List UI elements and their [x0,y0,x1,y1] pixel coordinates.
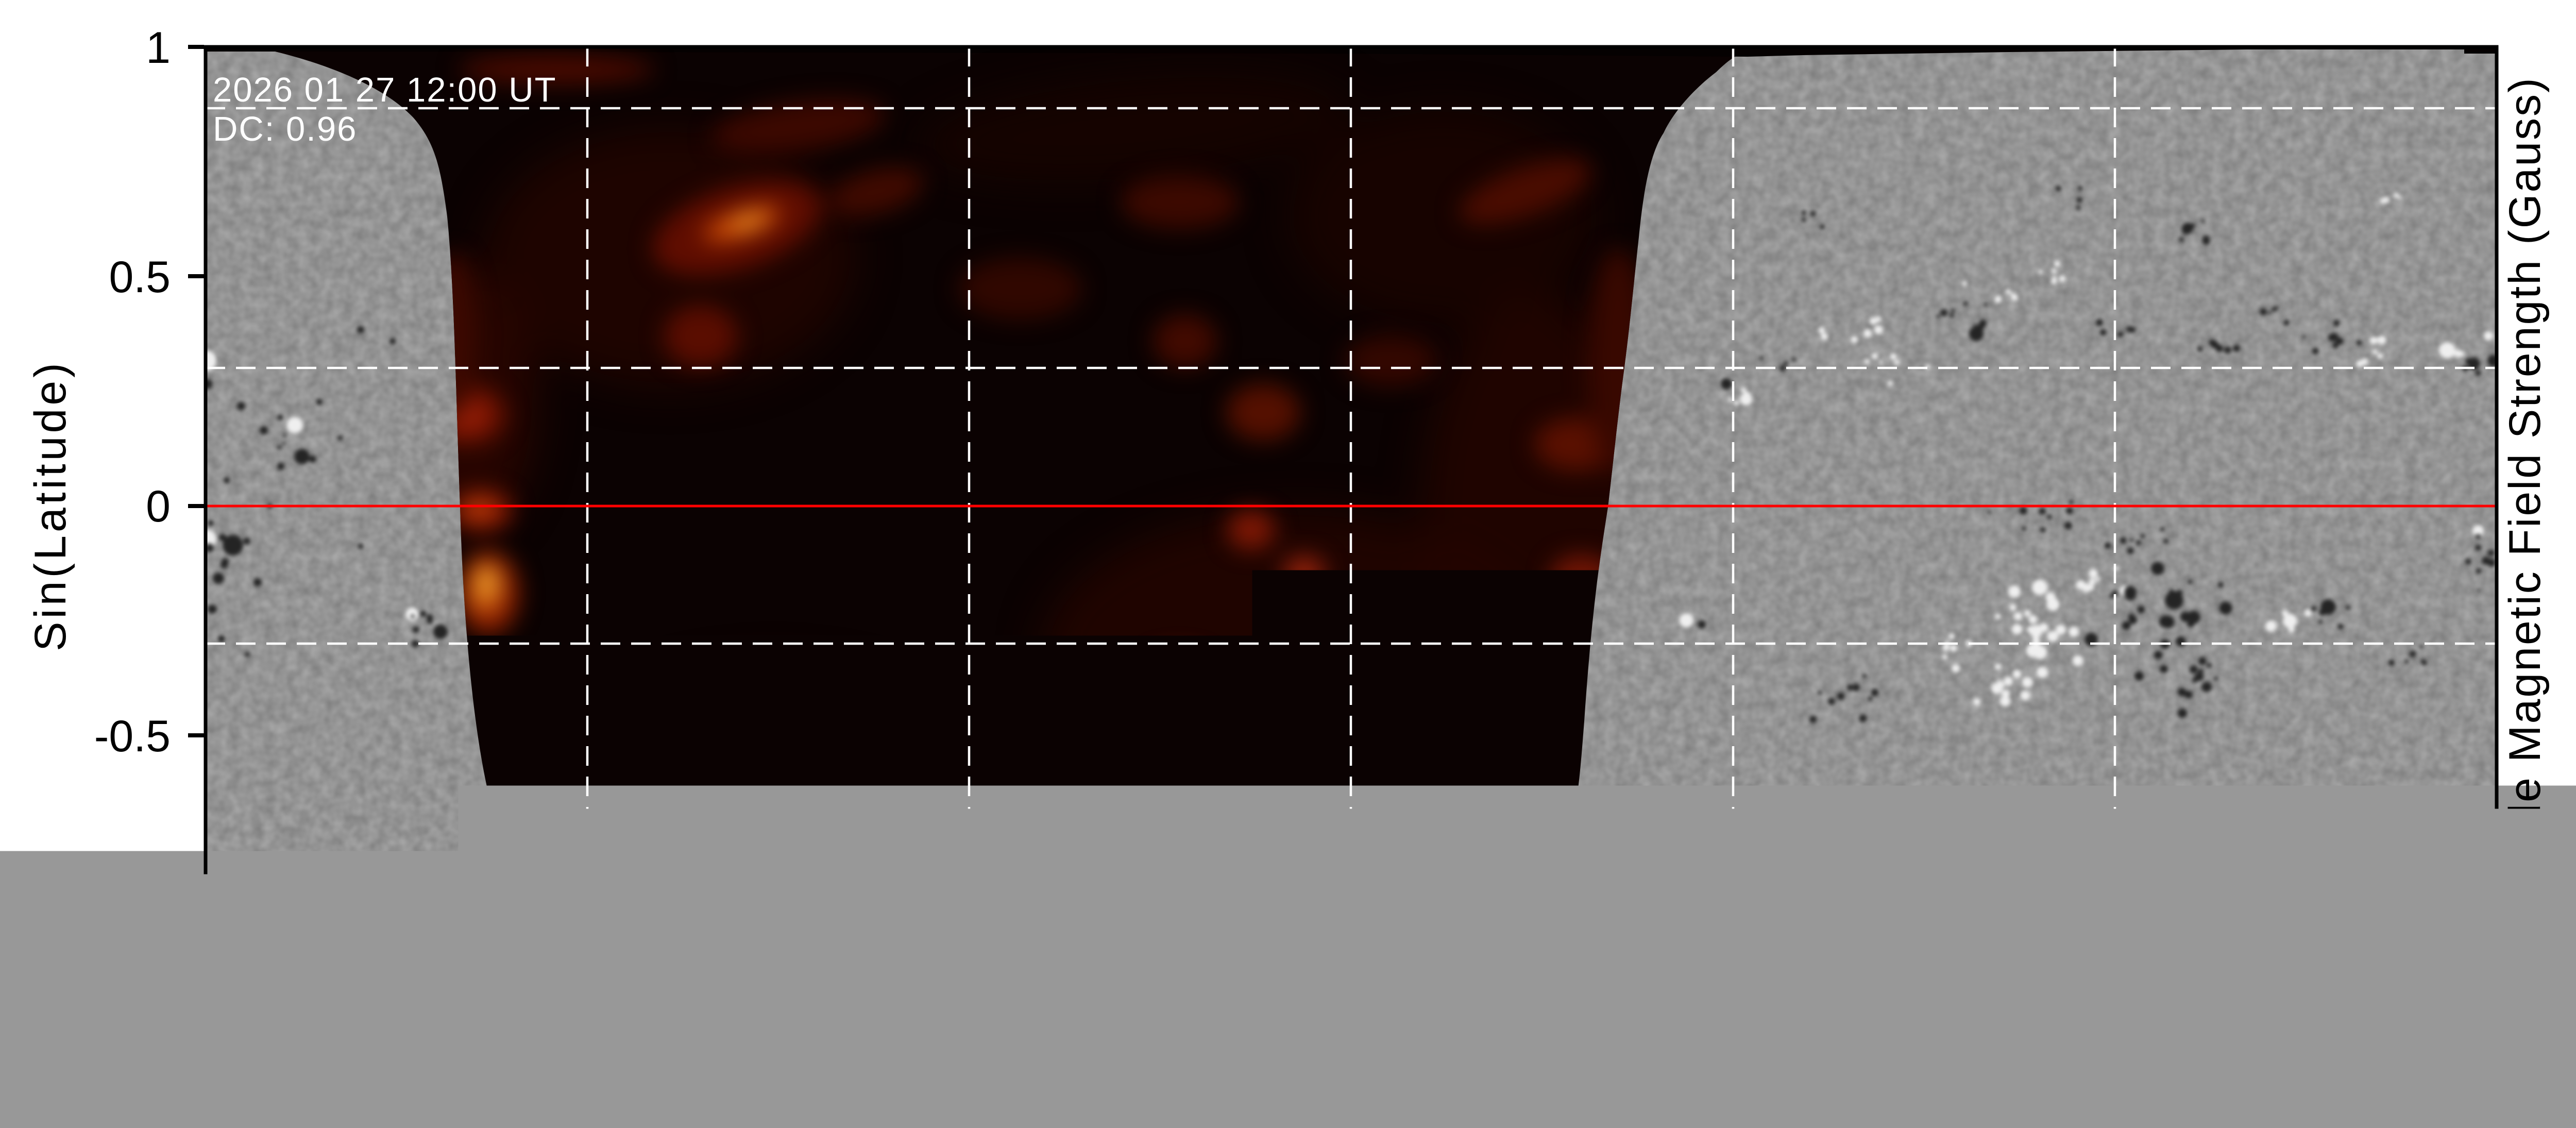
svg-text:240: 240 [1696,990,1770,1039]
svg-text:-0.5: -0.5 [94,712,171,761]
svg-text:DC: 0.96: DC: 0.96 [213,110,357,148]
svg-text:120: 120 [932,990,1006,1039]
svg-text:0: 0 [146,482,171,531]
svg-text:60: 60 [563,990,612,1039]
svg-text:300: 300 [2078,990,2152,1039]
svg-text:1: 1 [146,23,171,73]
svg-text:NISP: NISP [2391,894,2473,941]
svg-text:Carrington Longitude: Carrington Longitude [1121,1049,1597,1098]
svg-text:-1: -1 [131,941,171,990]
svg-text:2026 01 27 12:00 UT: 2026 01 27 12:00 UT [213,71,557,109]
svg-text:0.5: 0.5 [109,252,171,302]
svg-text:180: 180 [1314,990,1388,1039]
svg-text:Farside Magnetic Field Strengt: Farside Magnetic Field Strength (Gauss) [2500,76,2550,935]
svg-text:Sin(Latitude): Sin(Latitude) [26,360,75,651]
svg-text:360: 360 [2460,990,2534,1039]
svg-text:0: 0 [193,990,218,1039]
